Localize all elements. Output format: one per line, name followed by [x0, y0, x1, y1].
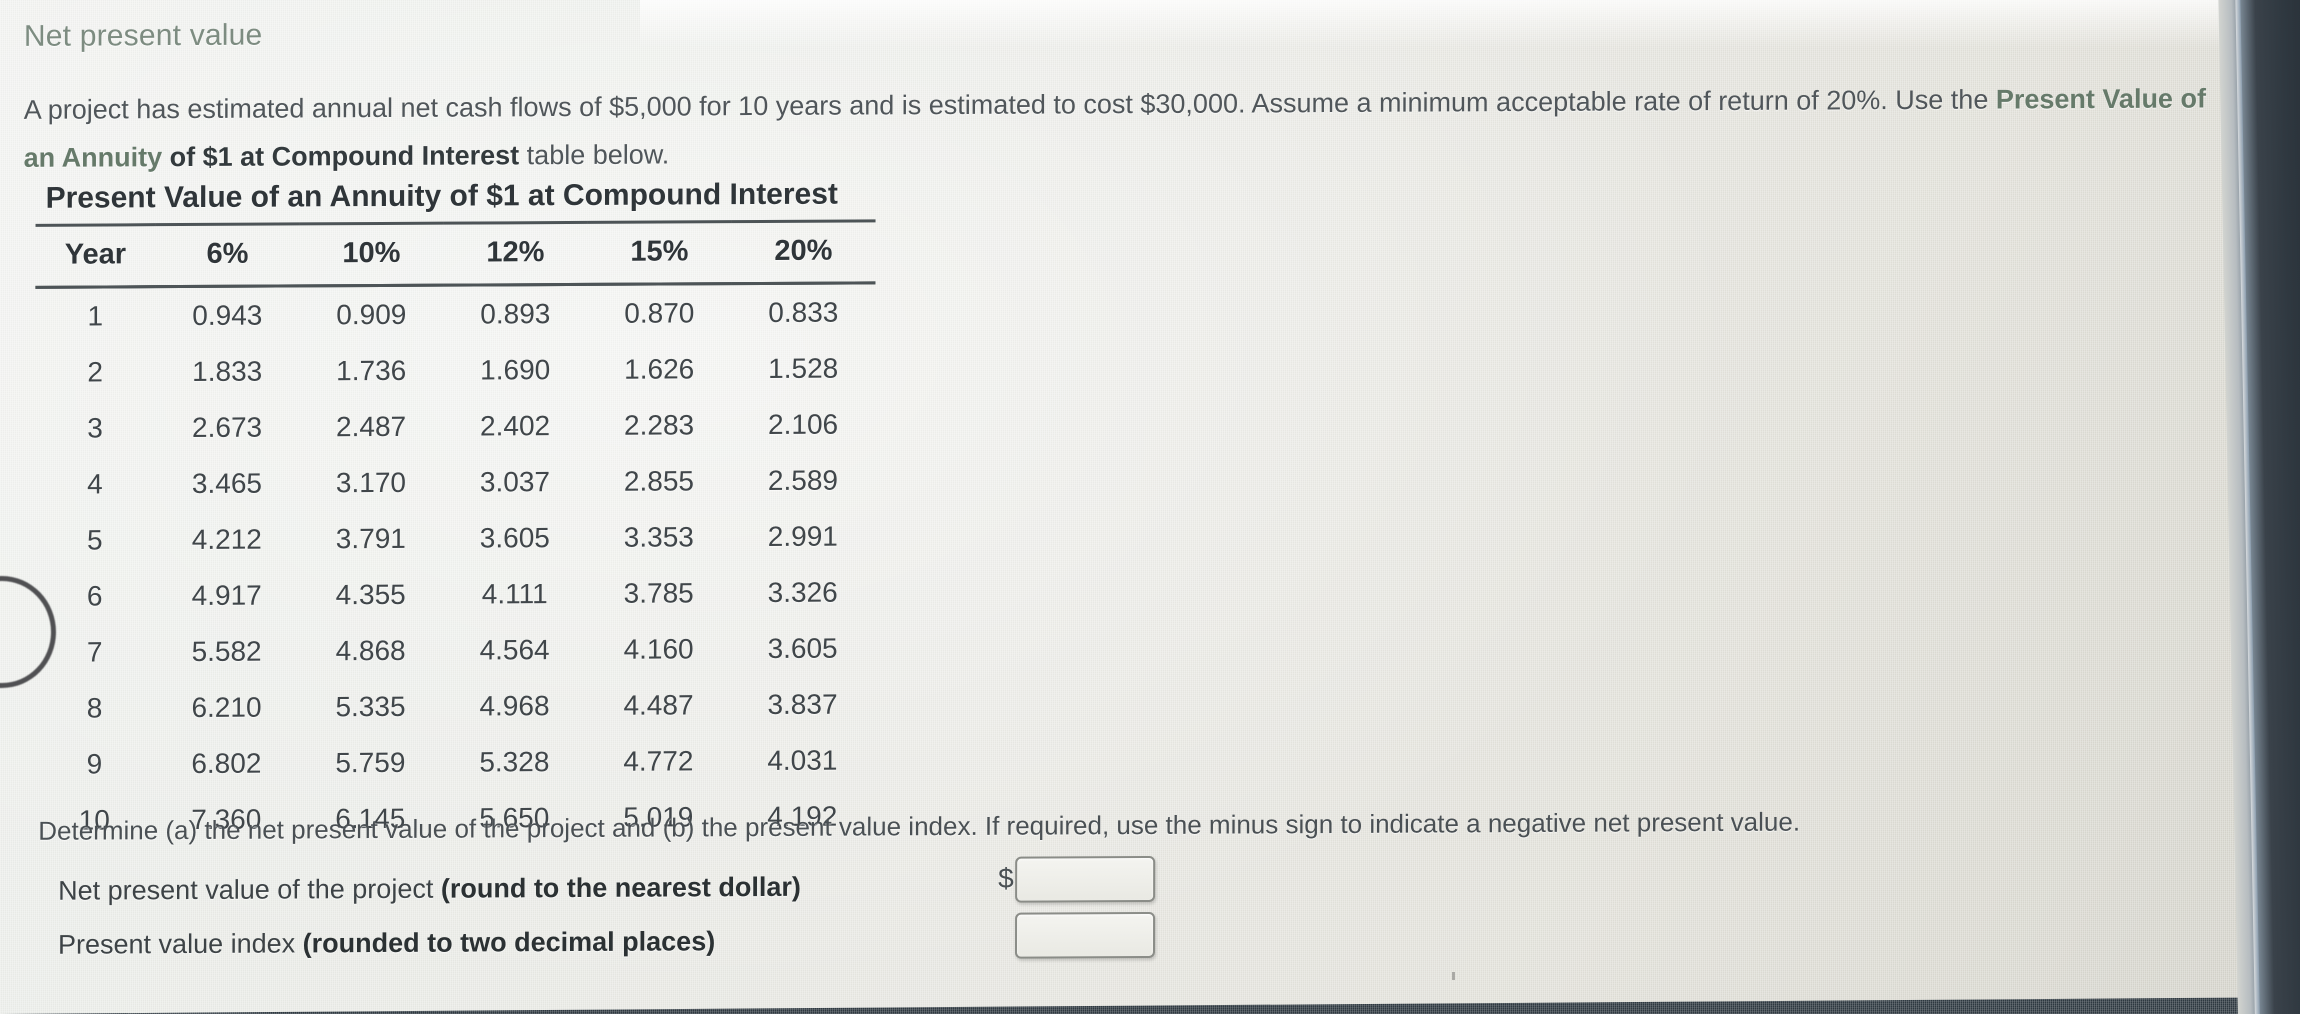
table-cell-12pct: 1.690 — [480, 354, 551, 386]
table-cell-20pct: 0.833 — [768, 296, 839, 328]
table-cell-15pct: 4.160 — [623, 633, 694, 665]
table-cell-10pct: 2.487 — [336, 410, 407, 443]
table-row: 9 6.802 5.759 5.328 4.772 4.031 — [34, 732, 874, 792]
table-cell-year: 7 — [86, 636, 103, 668]
table-row: 2 1.833 1.736 1.690 1.626 1.528 — [35, 340, 875, 400]
table-row: 5 4.212 3.791 3.605 3.353 2.991 — [35, 508, 875, 568]
table-cell-6pct: 1.833 — [192, 355, 263, 387]
table-cell-20pct: 3.837 — [767, 688, 838, 720]
pvi-label-plain: Present value index — [57, 928, 303, 960]
table-row: 3 2.673 2.487 2.402 2.283 2.106 — [35, 396, 875, 456]
currency-symbol: $ — [998, 862, 1014, 894]
table-cell-10pct: 3.791 — [335, 522, 406, 555]
table-cell-year: 6 — [86, 580, 103, 612]
table-cell-20pct: 2.991 — [767, 520, 838, 552]
table-cell-20pct: 3.326 — [767, 576, 838, 608]
net-present-value-input[interactable] — [1015, 855, 1156, 903]
prompt-segment-plain-1: A project has estimated annual net cash … — [23, 84, 1996, 125]
prompt-segment-plain-2: table below. — [519, 139, 670, 171]
table-cell-6pct: 0.943 — [192, 299, 263, 331]
table-cell-20pct: 2.589 — [767, 464, 839, 496]
column-header-15pct: 15% — [630, 235, 689, 268]
npv-label-plain: Net present value of the project — [58, 873, 441, 906]
table-cell-year: 2 — [87, 356, 104, 388]
table-cell-12pct: 3.037 — [479, 466, 551, 498]
table-cell-year: 3 — [87, 412, 103, 444]
table-cell-10pct: 5.335 — [335, 690, 406, 723]
table-row: 7 5.582 4.868 4.564 4.160 3.605 — [35, 620, 875, 680]
table-cell-12pct: 5.328 — [479, 746, 550, 778]
table-cell-6pct: 3.465 — [191, 467, 263, 499]
table-row: 6 4.917 4.355 4.111 3.785 3.326 — [35, 564, 875, 624]
table-cell-15pct: 2.283 — [624, 409, 695, 441]
table-cell-12pct: 0.893 — [480, 298, 551, 330]
table-cell-20pct: 1.528 — [768, 352, 839, 384]
table-cell-15pct: 1.626 — [624, 353, 695, 385]
column-header-12pct: 12% — [486, 236, 545, 269]
table-cell-6pct: 6.210 — [191, 691, 262, 723]
npv-label-bold: (round to the nearest dollar) — [440, 871, 801, 904]
table-cell-20pct: 3.605 — [767, 632, 838, 664]
table-row: 4 3.465 3.170 3.037 2.855 2.589 — [35, 452, 875, 512]
table-cell-10pct: 0.909 — [336, 298, 407, 331]
column-header-6pct: 6% — [206, 237, 249, 270]
table-cell-12pct: 4.968 — [479, 690, 550, 722]
table-caption: Present Value of an Annuity of $1 at Com… — [45, 177, 838, 215]
table-header-row: Year 6% 10% 12% 15% 20% — [35, 220, 876, 288]
table-cell-10pct: 4.355 — [335, 578, 406, 611]
present-value-table-block: Present Value of an Annuity of $1 at Com… — [34, 177, 876, 849]
table-row: 8 6.210 5.335 4.968 4.487 3.837 — [34, 676, 874, 736]
table-cell-15pct: 3.785 — [623, 577, 694, 609]
pvi-label-bold: (rounded to two decimal places) — [302, 926, 716, 959]
table-cell-12pct: 3.605 — [479, 522, 550, 554]
prompt-segment-emphasis-dark: of $1 at Compound Interest — [162, 140, 520, 173]
table-cell-year: 4 — [87, 468, 103, 500]
present-value-index-input[interactable] — [1014, 911, 1156, 959]
table-cell-year: 5 — [87, 524, 103, 556]
table-cell-15pct: 2.855 — [623, 465, 695, 497]
table-cell-10pct: 1.736 — [336, 354, 407, 387]
column-header-year: Year — [64, 238, 127, 271]
present-value-annuity-table: Year 6% 10% 12% 15% 20% 1 0.943 0.909 0.893… — [34, 219, 876, 849]
present-value-index-label: Present value index (rounded to two deci… — [58, 926, 715, 960]
table-cell-20pct: 2.106 — [768, 408, 839, 440]
table-cell-12pct: 2.402 — [480, 410, 551, 442]
table-cell-12pct: 4.111 — [481, 578, 548, 610]
table-cell-15pct: 4.772 — [623, 745, 694, 777]
table-cell-15pct: 0.870 — [624, 297, 695, 329]
table-cell-6pct: 2.673 — [192, 411, 263, 443]
table-cell-6pct: 5.582 — [191, 635, 262, 667]
table-cell-6pct: 6.802 — [191, 747, 262, 779]
table-cell-12pct: 4.564 — [479, 634, 550, 666]
net-present-value-label: Net present value of the project (round … — [58, 872, 801, 907]
table-body: 1 0.943 0.909 0.893 0.870 0.833 2 1.833 1.736 1.6… — [34, 283, 875, 849]
page-title: Net present value — [23, 18, 263, 53]
table-cell-year: 1 — [87, 300, 104, 332]
table-cell-15pct: 4.487 — [623, 689, 694, 721]
table-cell-year: 9 — [86, 748, 103, 780]
table-row: 1 0.943 0.909 0.893 0.870 0.833 — [35, 283, 875, 345]
table-cell-20pct: 4.031 — [767, 744, 838, 776]
table-cell-6pct: 4.212 — [191, 523, 262, 555]
question-prompt: A project has estimated annual net cash … — [24, 74, 2234, 182]
table-header: Year 6% 10% 12% 15% 20% — [35, 220, 876, 288]
column-header-10pct: 10% — [342, 236, 401, 270]
column-header-20pct: 20% — [774, 234, 833, 267]
table-cell-10pct: 5.759 — [335, 746, 406, 779]
table-cell-15pct: 3.353 — [623, 521, 694, 553]
table-cell-10pct: 3.170 — [335, 466, 407, 499]
table-cell-10pct: 4.868 — [335, 634, 406, 667]
table-cell-year: 8 — [86, 692, 103, 724]
table-cell-6pct: 4.917 — [191, 579, 262, 611]
